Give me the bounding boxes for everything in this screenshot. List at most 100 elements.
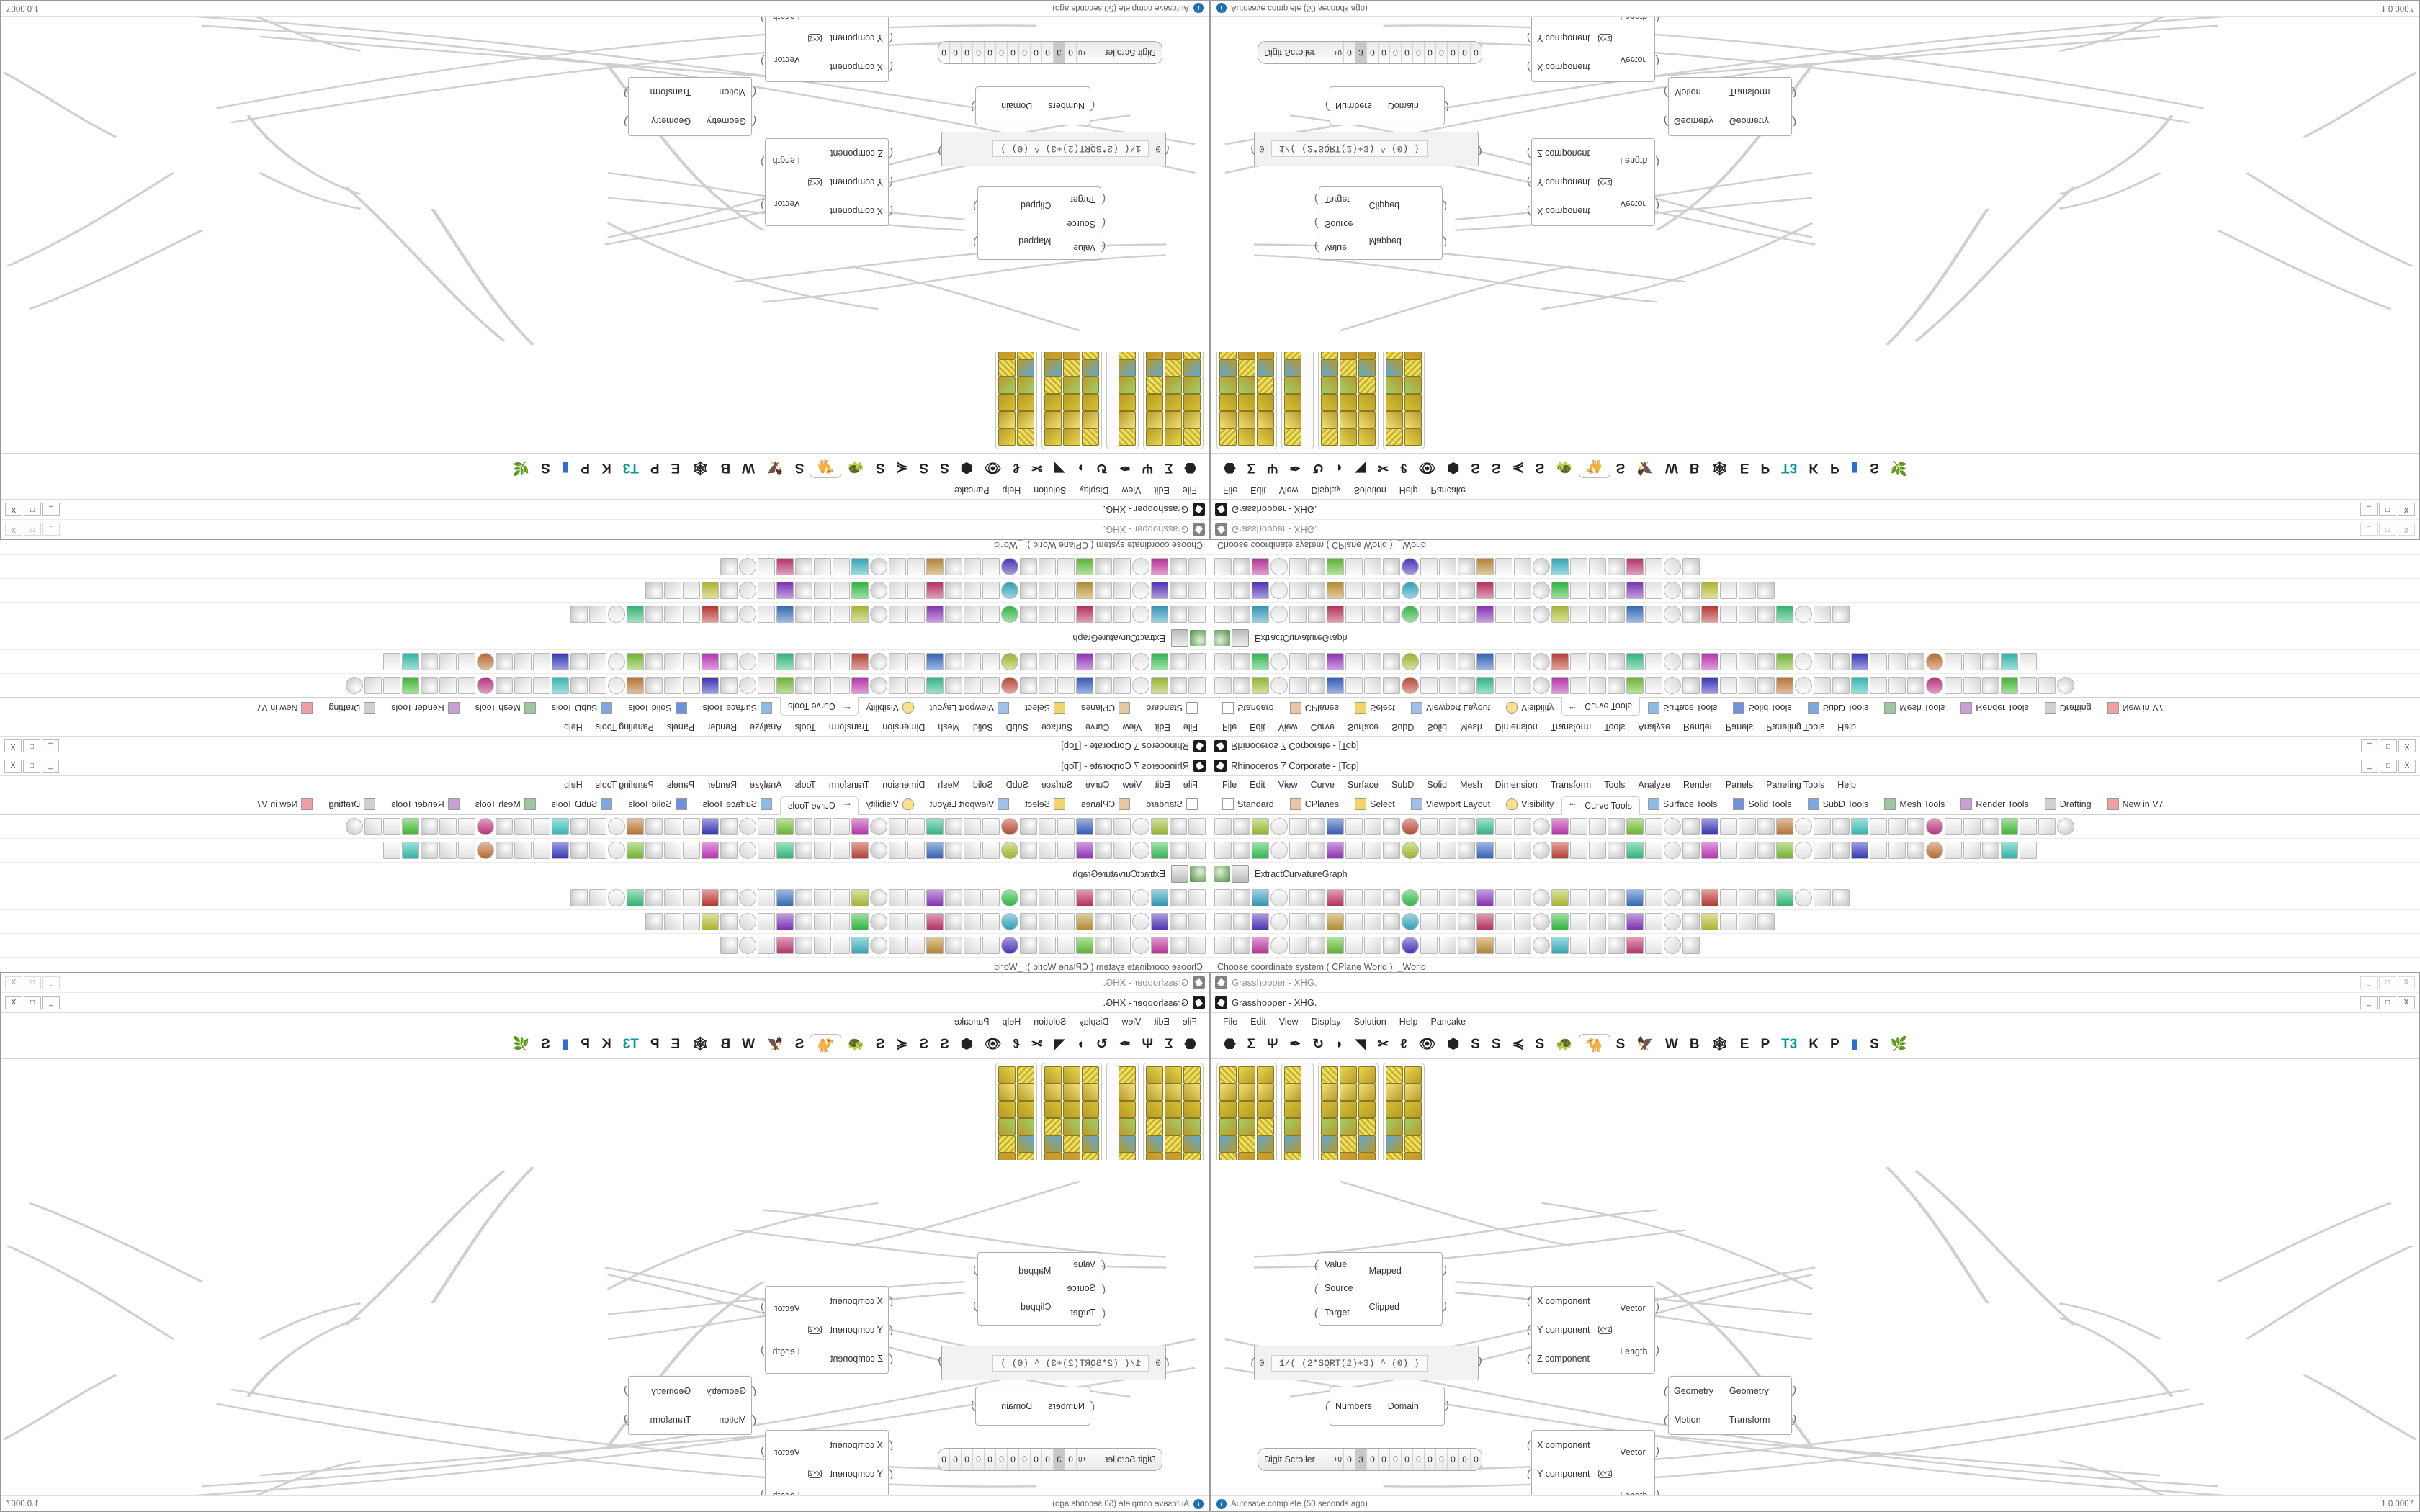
scroller-digit[interactable]: 0: [1031, 1449, 1042, 1470]
rhino-toolbar-row-1[interactable]: [0, 673, 1210, 697]
rhino-tool-icon[interactable]: [1589, 677, 1606, 694]
rhino-tool-icon[interactable]: [964, 818, 981, 835]
rhino-tool-icon[interactable]: [1020, 818, 1037, 835]
gallery-component-icon[interactable]: [1257, 1101, 1274, 1118]
rhino-tool-icon[interactable]: [1402, 582, 1419, 599]
rhino-tool-icon[interactable]: [945, 582, 962, 599]
rhino-tool-icon[interactable]: [945, 677, 962, 694]
input-param-z-component[interactable]: Z component: [1537, 148, 1590, 159]
output-param-length[interactable]: Length: [1620, 156, 1648, 166]
rhino-tool-icon[interactable]: [1188, 889, 1206, 906]
gallery-component-icon[interactable]: [998, 1084, 1016, 1101]
gh-ribbon-tab-13[interactable]: ≼: [1512, 460, 1524, 475]
rhino-tool-icon[interactable]: [627, 818, 644, 835]
rhino-tool-icon[interactable]: [1664, 606, 1681, 623]
gallery-icon-grid[interactable]: [1283, 1066, 1312, 1170]
gh-component-move-1[interactable]: Geometry Motion Geometry Transform(()): [624, 77, 756, 136]
rhino-tool-icon[interactable]: [589, 677, 606, 694]
rhino-tool-icon[interactable]: [720, 818, 738, 835]
input-param-x-component[interactable]: X component: [830, 1295, 883, 1306]
rhino-tool-icon[interactable]: [1170, 889, 1187, 906]
gallery-component-icon[interactable]: [1119, 1118, 1136, 1135]
gh-component-vector-xyz-1[interactable]: X component Y component Z component XYZ Vect…: [1527, 138, 1659, 226]
rhino-tool-icon[interactable]: [1589, 842, 1606, 859]
rhino-tool-icon[interactable]: [1039, 653, 1056, 670]
gh-ribbon-tab-4[interactable]: ↻: [1312, 1037, 1325, 1052]
gallery-component-icon[interactable]: [1146, 428, 1163, 446]
rhino-tool-icon[interactable]: [1645, 582, 1662, 599]
expression-text[interactable]: 1/( (2*SQRT(2)+3) ^ (0) ): [1270, 1354, 1428, 1372]
rhino-menu-mesh[interactable]: Mesh: [1460, 779, 1482, 790]
rhino-tool-icon[interactable]: [514, 653, 532, 670]
rhino-tool-icon[interactable]: [833, 653, 850, 670]
gh-menu-pancake[interactable]: Pancake: [954, 485, 990, 496]
rhino-tab-select[interactable]: Select: [1347, 698, 1403, 718]
gh-ribbon-tab-12[interactable]: S: [919, 460, 929, 475]
input-pin[interactable]: (: [1314, 1306, 1318, 1318]
rhino-tool-icon[interactable]: [1664, 582, 1681, 599]
rhino-tool-icon[interactable]: [758, 653, 775, 670]
rhino-tool-icon[interactable]: [833, 889, 850, 906]
input-pin[interactable]: (: [1091, 100, 1095, 112]
rhino-tool-icon[interactable]: [1113, 842, 1131, 859]
rhino-tool-icon[interactable]: [1327, 606, 1344, 623]
rhino-tool-icon[interactable]: [1495, 842, 1512, 859]
gallery-component-icon[interactable]: [1063, 1135, 1081, 1153]
rhino-tool-icon[interactable]: [1495, 937, 1512, 954]
rhino-tool-icon[interactable]: [1402, 558, 1419, 575]
rhino-tool-icon[interactable]: [1151, 677, 1168, 694]
rhino-tool-icon[interactable]: [439, 818, 457, 835]
gh-ribbon-tab-3[interactable]: ✒: [1289, 1037, 1301, 1052]
rhino-tool-icon[interactable]: [945, 558, 962, 575]
rhino-tool-icon[interactable]: [1495, 889, 1512, 906]
rhino-tool-icon[interactable]: [1664, 558, 1681, 575]
rhino-tool-icon[interactable]: [1888, 677, 1906, 694]
grasshopper-menubar[interactable]: File Edit View Display Solution Help Pancake: [1211, 1013, 2419, 1030]
rhino-tool-icon[interactable]: [402, 842, 419, 859]
gallery-component-icon[interactable]: [1320, 1135, 1338, 1153]
rhino-tool-icon[interactable]: [1476, 582, 1494, 599]
rhino-tool-icon[interactable]: [1814, 842, 1831, 859]
rhino-tool-icon[interactable]: [1439, 558, 1456, 575]
rhino-tool-icon[interactable]: [889, 937, 906, 954]
rhino-menu-subd[interactable]: SubD: [1005, 722, 1028, 733]
rhino-tool-icon[interactable]: [1776, 889, 1793, 906]
rhino-tool-icon[interactable]: [720, 937, 738, 954]
gh-ribbon-tab-12[interactable]: S: [919, 1037, 929, 1052]
output-param-domain[interactable]: Domain: [1001, 101, 1033, 112]
rhino-tab-subd-tools[interactable]: SubD Tools: [544, 698, 621, 718]
gallery-component-icon[interactable]: [1385, 394, 1403, 411]
rhino-tool-icon[interactable]: [1851, 677, 1868, 694]
rhino-tool-icon[interactable]: [2057, 677, 2074, 694]
gallery-component-icon[interactable]: [1119, 377, 1136, 394]
rhino-toolbar-tabs[interactable]: Standard CPlanes Select Viewport Layout Visi…: [1210, 697, 2420, 719]
gh-minimize-button[interactable]: _: [42, 503, 60, 516]
gallery-component-icon[interactable]: [1339, 1118, 1357, 1135]
rhino-tool-icon[interactable]: [795, 558, 812, 575]
rhino-tab-viewport-layout[interactable]: Viewport Layout: [922, 794, 1017, 814]
rhino-tab-drafting[interactable]: Drafting: [321, 698, 383, 718]
gh-ribbon-tab-17[interactable]: S: [1615, 1037, 1626, 1052]
rhino-tool-icon[interactable]: [814, 582, 831, 599]
rhino-tool-icon[interactable]: [1589, 937, 1606, 954]
rhino-tool-icon[interactable]: [982, 677, 1000, 694]
rhino-tool-icon[interactable]: [1926, 653, 1943, 670]
gh-ribbon-tab-26[interactable]: P: [1830, 460, 1839, 475]
rhino-tool-icon[interactable]: [1132, 913, 1150, 930]
rhino-tool-icon[interactable]: [1851, 653, 1868, 670]
output-param-mapped[interactable]: Mapped: [1018, 236, 1052, 247]
scroller-digit[interactable]: 0: [1343, 1449, 1355, 1470]
rhino-tool-icon[interactable]: [1851, 842, 1868, 859]
rhino-tool-icon[interactable]: [1739, 889, 1756, 906]
rhino-tool-icon[interactable]: [1645, 558, 1662, 575]
gallery-component-icon[interactable]: [1385, 1066, 1403, 1084]
rhino-tool-icon[interactable]: [1364, 677, 1381, 694]
scroller-digit[interactable]: 0: [985, 42, 996, 63]
rhino-tool-icon[interactable]: [1814, 606, 1831, 623]
rhino-tool-icon[interactable]: [908, 582, 925, 599]
gh-ribbon-tab-17[interactable]: S: [1615, 460, 1626, 475]
rhino-tool-icon[interactable]: [1963, 818, 1981, 835]
rhino-tool-icon[interactable]: [1589, 653, 1606, 670]
